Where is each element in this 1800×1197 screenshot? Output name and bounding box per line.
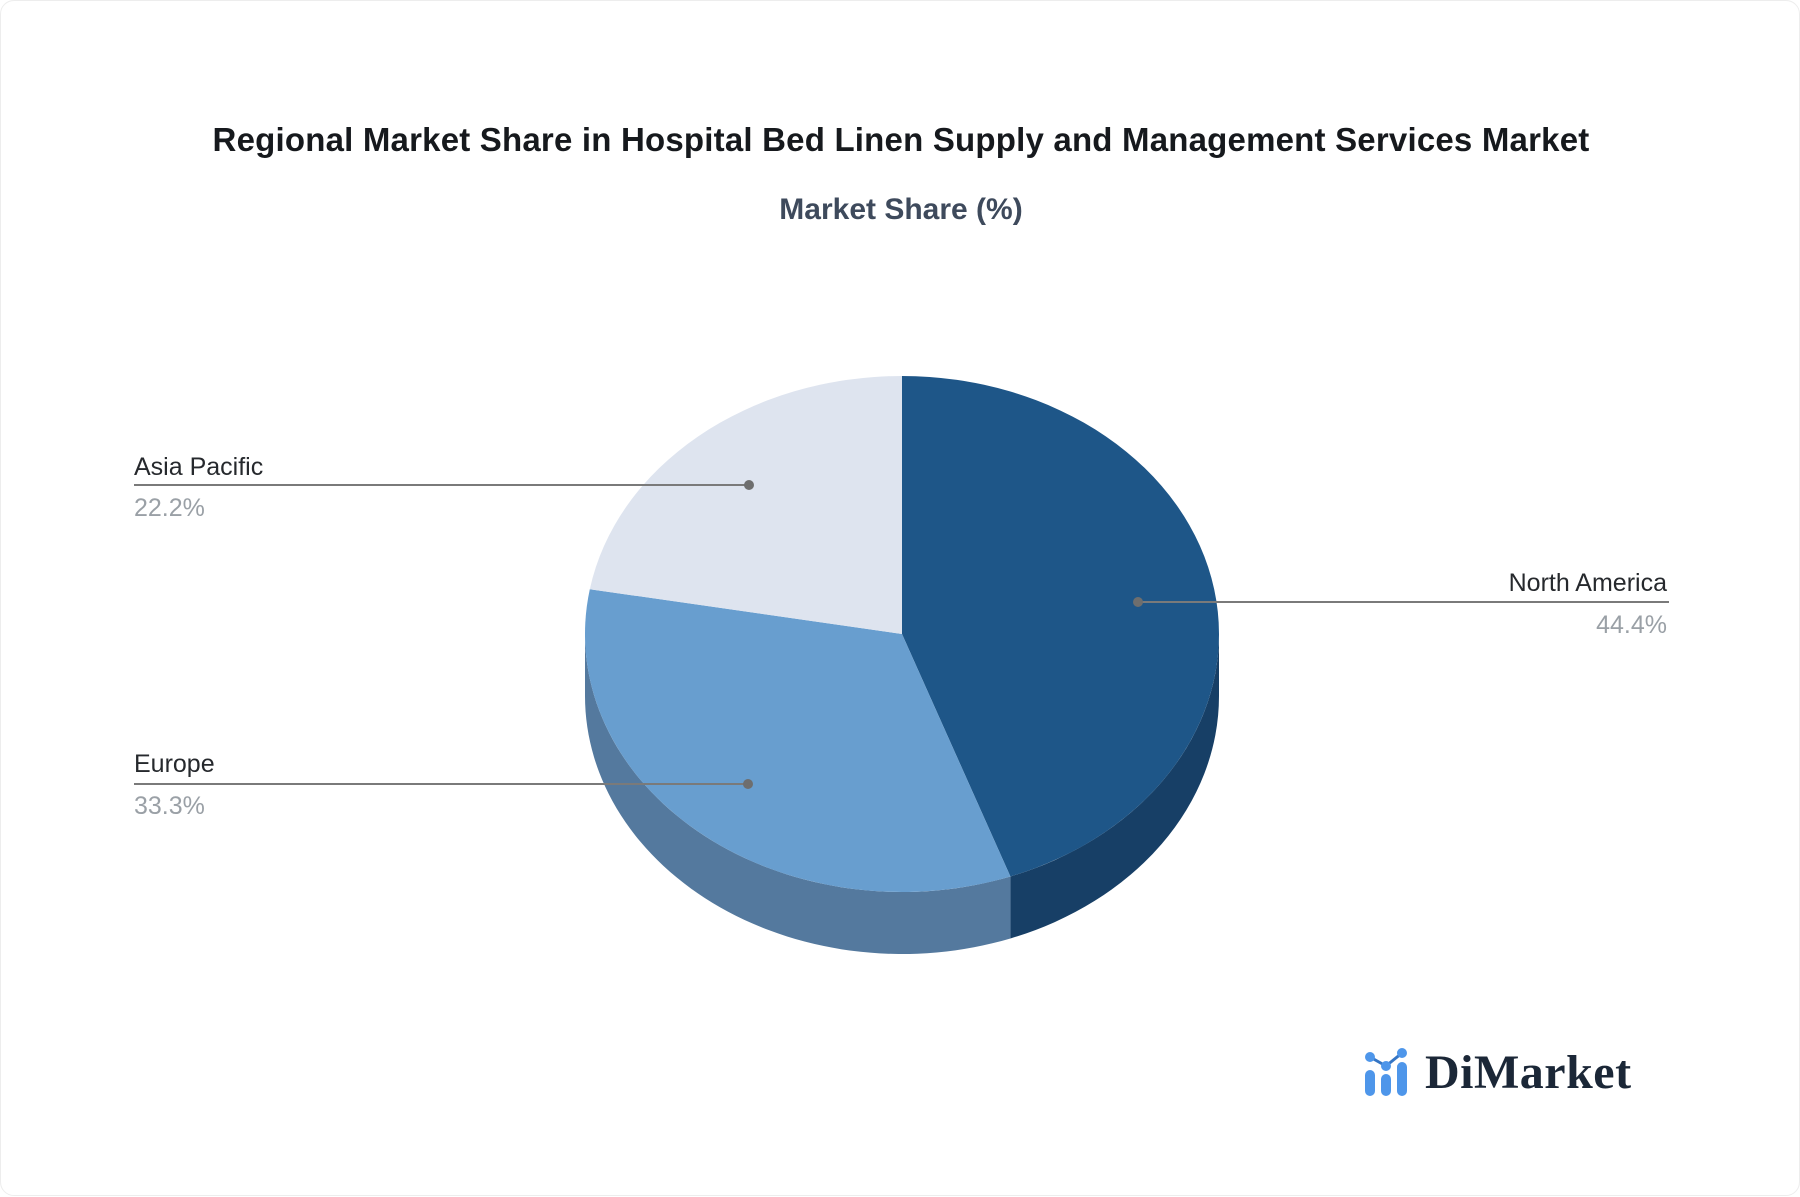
chart-title: Regional Market Share in Hospital Bed Li… bbox=[212, 121, 1590, 158]
pie-slice-north-america[interactable] bbox=[902, 376, 1219, 877]
logo-trend-dot bbox=[1365, 1052, 1375, 1062]
leader-dot bbox=[744, 480, 754, 490]
slice-percent: 33.3% bbox=[134, 792, 205, 820]
pie-slice-asia-pacific[interactable] bbox=[589, 376, 902, 634]
pie-slice-side-europe bbox=[585, 634, 1011, 954]
slice-value-asia-pacific: 22.2% bbox=[134, 493, 205, 523]
slice-percent: 22.2% bbox=[134, 494, 205, 522]
slice-value-north-america: 44.4% bbox=[1267, 610, 1667, 640]
leader-dot bbox=[743, 779, 753, 789]
logo-trend-dot bbox=[1381, 1061, 1391, 1071]
logo-trend-dot bbox=[1397, 1048, 1407, 1058]
slice-percent: 44.4% bbox=[1596, 611, 1667, 639]
slice-label-asia-pacific: Asia Pacific bbox=[134, 452, 263, 482]
pie-slice-europe[interactable] bbox=[584, 589, 1011, 892]
slice-name: North America bbox=[1508, 569, 1667, 597]
logo-bar bbox=[1397, 1062, 1407, 1096]
pie-slice-side-north-america bbox=[1010, 634, 1219, 939]
slice-value-europe: 33.3% bbox=[134, 791, 205, 821]
slice-label-north-america: North America bbox=[1267, 568, 1667, 598]
logo-bar bbox=[1381, 1074, 1391, 1096]
dimarket-logo: DiMarket bbox=[1361, 1037, 1661, 1107]
chart-subtitle: Market Share (%) bbox=[779, 193, 1023, 226]
slice-name: Europe bbox=[134, 750, 215, 778]
leader-dot bbox=[1133, 597, 1143, 607]
slice-label-europe: Europe bbox=[134, 749, 215, 779]
slice-name: Asia Pacific bbox=[134, 453, 264, 481]
logo-bar bbox=[1365, 1070, 1375, 1096]
bar-chart-trend-icon bbox=[1365, 1048, 1407, 1096]
logo-text: DiMarket bbox=[1425, 1045, 1632, 1099]
